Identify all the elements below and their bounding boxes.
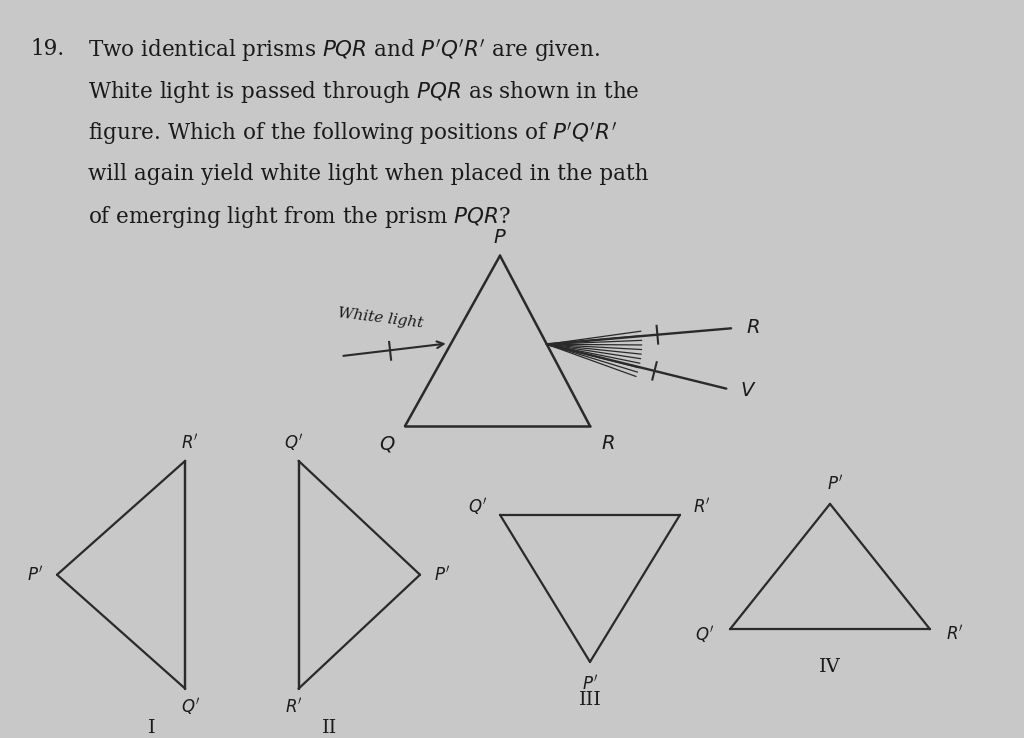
Text: $P'$: $P'$ <box>27 565 43 584</box>
Text: $V$: $V$ <box>740 382 757 399</box>
Text: White light is passed through $PQR$ as shown in the: White light is passed through $PQR$ as s… <box>88 79 640 106</box>
Text: $P'$: $P'$ <box>826 475 843 494</box>
Text: IV: IV <box>819 658 841 676</box>
Text: figure. Which of the following positions of $P'Q'R'$: figure. Which of the following positions… <box>88 121 617 148</box>
Text: $Q'$: $Q'$ <box>180 696 200 717</box>
Text: $P$: $P$ <box>494 229 507 246</box>
Text: $Q'$: $Q'$ <box>695 624 715 645</box>
Text: $R$: $R$ <box>746 320 760 337</box>
Text: $R'$: $R'$ <box>181 433 200 452</box>
Text: II: II <box>323 720 338 737</box>
Text: $R'$: $R'$ <box>285 697 302 716</box>
Text: $P'$: $P'$ <box>582 675 598 693</box>
Text: III: III <box>579 691 601 708</box>
Text: $R'$: $R'$ <box>693 497 711 517</box>
Text: $P'$: $P'$ <box>434 565 451 584</box>
Text: Two identical prisms $PQR$ and $P'Q'R'$ are given.: Two identical prisms $PQR$ and $P'Q'R'$ … <box>88 38 600 64</box>
Text: of emerging light from the prism $PQR$?: of emerging light from the prism $PQR$? <box>88 204 511 230</box>
Text: $Q'$: $Q'$ <box>284 432 303 453</box>
Text: $Q'$: $Q'$ <box>468 497 487 517</box>
Text: I: I <box>148 720 156 737</box>
Text: White light: White light <box>337 306 424 331</box>
Text: will again yield white light when placed in the path: will again yield white light when placed… <box>88 162 648 184</box>
Text: $R$: $R$ <box>601 435 614 453</box>
Text: $R'$: $R'$ <box>946 624 964 644</box>
Text: 19.: 19. <box>30 38 65 60</box>
Text: $Q$: $Q$ <box>379 434 395 454</box>
